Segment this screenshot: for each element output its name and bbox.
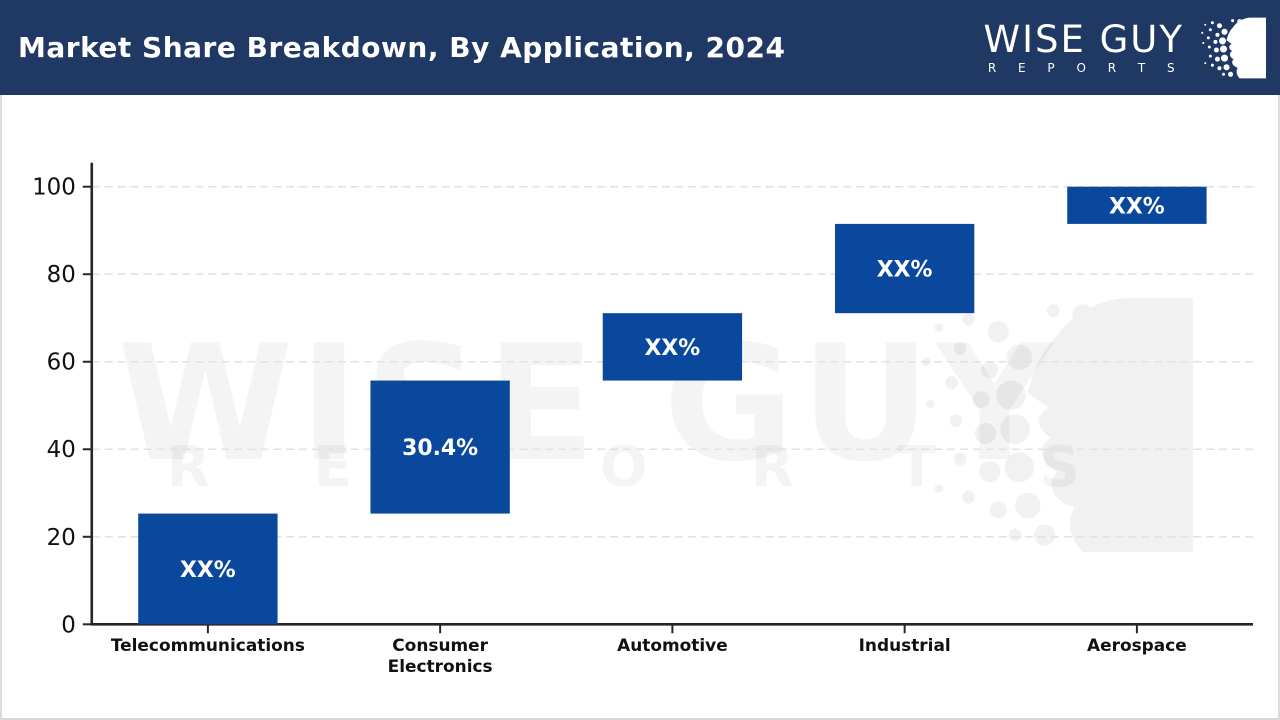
x-tick-label: Aerospace bbox=[1087, 635, 1187, 655]
bar-segment bbox=[370, 380, 510, 514]
bar-segment bbox=[138, 513, 278, 625]
y-tick-label: 40 bbox=[47, 437, 76, 463]
logo-subtitle: R E P O R T S bbox=[987, 61, 1184, 75]
y-tick-label: 20 bbox=[47, 525, 76, 551]
x-tick-label: Telecommunications bbox=[111, 635, 305, 655]
y-tick-label: 60 bbox=[47, 350, 76, 376]
y-tick-label: 0 bbox=[61, 612, 76, 638]
bar-value-label: XX% bbox=[1109, 194, 1165, 219]
chart-title: Market Share Breakdown, By Application, … bbox=[18, 31, 786, 64]
y-tick-label: 80 bbox=[47, 262, 76, 288]
y-tick-label: 100 bbox=[32, 175, 76, 201]
bar-value-label: XX% bbox=[645, 336, 701, 361]
x-tick-label: Electronics bbox=[388, 656, 493, 676]
chart-area: WISE GUY R E P O R T S 0 20 40 60 80 100 XX% Te… bbox=[0, 95, 1280, 720]
wiseguy-logo: WISE GUY R E P O R T S bbox=[984, 17, 1266, 79]
bar-segment bbox=[834, 223, 975, 314]
x-tick-label: Automotive bbox=[617, 635, 728, 655]
bar-value-label: 30.4% bbox=[402, 436, 478, 461]
watermark-subtitle: R E P O R T S bbox=[167, 435, 1122, 500]
header-bar: Market Share Breakdown, By Application, … bbox=[0, 0, 1280, 95]
bar-segment bbox=[1067, 186, 1207, 224]
bar-segment bbox=[602, 313, 743, 381]
x-tick-label: Industrial bbox=[859, 635, 951, 655]
market-share-chart: 0 20 40 60 80 100 XX% Telecommunications 30.4% Co… bbox=[32, 162, 1254, 676]
x-tick-label: Consumer bbox=[392, 635, 488, 655]
bar-value-label: XX% bbox=[180, 558, 236, 583]
wiseguy-face-icon bbox=[1180, 17, 1266, 79]
bar-value-label: XX% bbox=[877, 258, 933, 283]
logo-wordmark: WISE GUY bbox=[983, 18, 1184, 61]
watermark-wordmark: WISE GUY bbox=[117, 310, 1058, 497]
wiseguy-logo-text: WISE GUY R E P O R T S bbox=[984, 21, 1184, 74]
